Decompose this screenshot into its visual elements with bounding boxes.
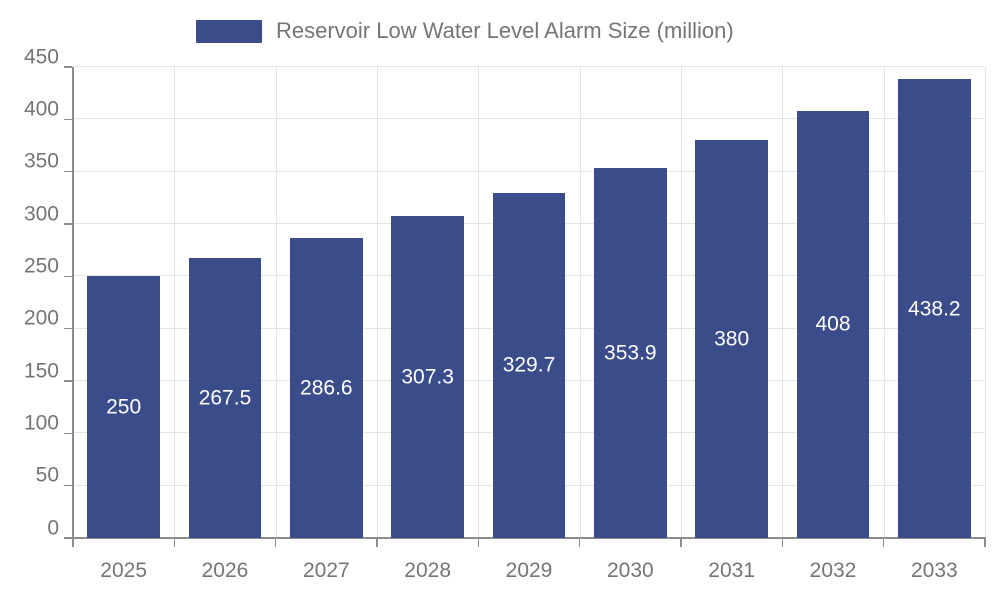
- legend-item[interactable]: Reservoir Low Water Level Alarm Size (mi…: [196, 18, 734, 44]
- x-axis-tick: [680, 539, 682, 547]
- y-gridline: [73, 118, 985, 120]
- bar-value-label: 329.7: [502, 353, 556, 377]
- bar-value-label: 250: [106, 395, 142, 419]
- y-tick-label: 250: [23, 254, 59, 278]
- y-gridline: [73, 66, 985, 67]
- x-axis-tick: [477, 539, 480, 547]
- x-tick-label: 2032: [809, 559, 857, 582]
- bar-value-label: 307.3: [401, 365, 454, 389]
- bar-2029[interactable]: 329.7: [492, 192, 566, 538]
- x-gridline: [883, 67, 885, 538]
- y-tick-label: 0: [47, 516, 59, 539]
- x-axis-tick: [72, 539, 74, 547]
- x-gridline: [782, 67, 784, 538]
- bar-2031[interactable]: 380: [695, 140, 769, 538]
- x-gridline: [174, 67, 176, 538]
- x-gridline: [985, 67, 986, 538]
- y-axis-tick: [64, 223, 72, 225]
- y-tick-label: 300: [23, 202, 59, 226]
- x-tick-label: 2029: [505, 559, 553, 582]
- x-tick-label: 2033: [910, 559, 958, 582]
- x-gridline: [680, 67, 682, 538]
- bar-2026[interactable]: 267.5: [188, 258, 262, 538]
- y-axis-tick: [64, 118, 72, 121]
- bar-2032[interactable]: 408: [796, 110, 870, 538]
- y-axis-tick: [64, 327, 72, 330]
- y-axis-tick: [64, 432, 72, 435]
- bar-value-label: 286.6: [300, 376, 353, 400]
- y-axis-tick: [64, 537, 72, 539]
- y-axis-tick: [64, 275, 72, 278]
- bar-value-label: 408: [815, 312, 851, 336]
- bar-2033[interactable]: 438.2: [897, 79, 971, 538]
- x-gridline: [275, 67, 277, 538]
- x-axis-tick: [578, 539, 581, 547]
- bar-2025[interactable]: 250: [87, 276, 161, 538]
- y-tick-label: 350: [23, 149, 59, 173]
- x-tick-label: 2027: [302, 559, 350, 582]
- x-axis-tick: [781, 539, 784, 547]
- plot-area: 0 50 100 150 200 250 300 350 400 450 250 2025 267.5 2…: [24, 46, 986, 581]
- x-gridline: [478, 67, 480, 538]
- bar-value-label: 353.9: [604, 341, 657, 365]
- x-tick-label: 2031: [708, 559, 756, 582]
- y-tick-label: 100: [23, 411, 59, 435]
- y-axis-tick: [64, 380, 72, 382]
- x-axis-tick: [376, 539, 378, 547]
- y-tick-label: 400: [23, 97, 59, 121]
- y-axis-line: [72, 67, 74, 538]
- y-axis-tick: [64, 66, 72, 68]
- y-axis-tick: [64, 484, 72, 487]
- y-axis-tick: [64, 170, 72, 173]
- x-tick-label: 2028: [404, 559, 452, 582]
- legend-label: Reservoir Low Water Level Alarm Size (mi…: [276, 18, 734, 43]
- x-axis-line: [72, 537, 986, 539]
- x-gridline: [579, 67, 581, 538]
- x-axis-tick: [173, 539, 176, 547]
- x-axis-tick: [882, 539, 885, 547]
- bar-value-label: 380: [714, 327, 750, 351]
- y-tick-label: 150: [23, 359, 59, 383]
- bar-2027[interactable]: 286.6: [289, 238, 363, 538]
- bar-value-label: 438.2: [908, 297, 961, 321]
- x-tick-label: 2025: [100, 559, 148, 582]
- y-tick-label: 50: [35, 463, 59, 487]
- x-axis-tick: [984, 539, 986, 547]
- x-gridline: [376, 67, 378, 538]
- legend-swatch-icon: [196, 19, 262, 43]
- bar-value-label: 267.5: [198, 386, 252, 410]
- bar-2030[interactable]: 353.9: [593, 167, 667, 538]
- x-tick-label: 2030: [606, 559, 654, 582]
- x-tick-label: 2026: [201, 559, 249, 582]
- x-axis-tick: [274, 539, 277, 547]
- y-tick-label: 200: [23, 306, 59, 330]
- bar-2028[interactable]: 307.3: [391, 216, 465, 538]
- y-gridline: [73, 170, 985, 172]
- y-tick-label: 450: [23, 45, 59, 68]
